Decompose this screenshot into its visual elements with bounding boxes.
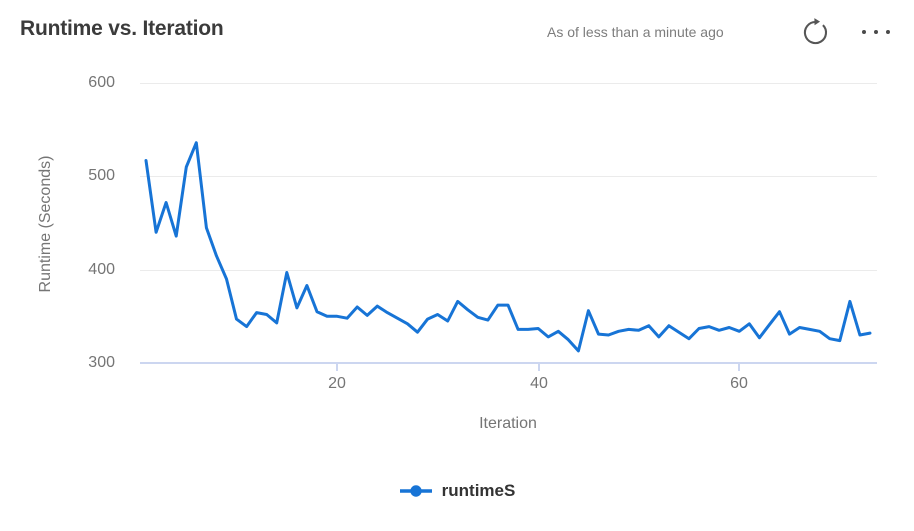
y-tick-label: 500	[88, 167, 115, 184]
refresh-button[interactable]	[796, 13, 834, 49]
legend: runtimeS	[0, 481, 914, 501]
x-tick-mark-60	[738, 364, 740, 371]
x-tick-label: 20	[328, 375, 346, 392]
legend-marker-dot	[409, 485, 422, 497]
y-axis-label: Runtime (Seconds)	[37, 155, 54, 293]
refresh-icon	[803, 17, 827, 44]
legend-label: runtimeS	[441, 481, 516, 500]
more-options-button[interactable]	[849, 15, 903, 49]
ellipsis-dot	[874, 30, 878, 34]
gridline-400	[140, 270, 877, 271]
ellipsis-dot	[886, 30, 890, 34]
gridline-500	[140, 176, 877, 177]
x-axis-label: Iteration	[479, 415, 537, 432]
y-tick-label: 300	[88, 354, 115, 371]
chart-title: Runtime vs. Iteration	[20, 17, 224, 40]
y-tick-label: 400	[88, 261, 115, 278]
y-tick-label: 600	[88, 74, 115, 91]
ellipsis-icon	[858, 30, 894, 34]
freshness-text: As of less than a minute ago	[547, 24, 724, 40]
x-tick-mark-20	[336, 364, 338, 371]
ellipsis-dot	[862, 30, 866, 34]
series-line	[144, 141, 872, 353]
x-axis-line	[140, 362, 877, 364]
x-tick-label: 60	[730, 375, 748, 392]
x-tick-label: 40	[530, 375, 548, 392]
legend-item-runtimes[interactable]: runtimeS	[399, 481, 516, 501]
gridline-600	[140, 83, 877, 84]
legend-marker-icon	[399, 485, 432, 497]
x-tick-mark-40	[538, 364, 540, 371]
